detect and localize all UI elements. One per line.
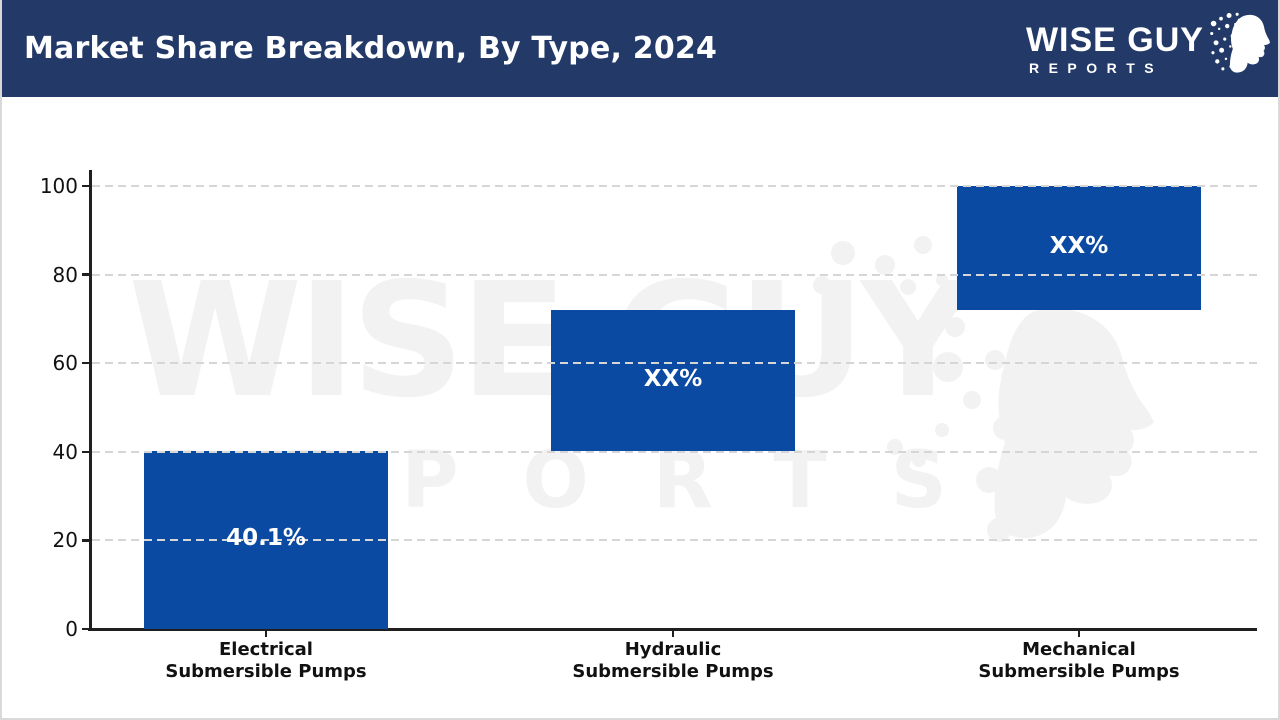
wise-guy-reports-logo: WISE GUY REPORTS [1026,10,1278,88]
x-axis-category-line: Submersible Pumps [978,661,1180,682]
x-axis-category-line: Mechanical [1022,639,1136,660]
y-axis-line [89,170,92,631]
y-axis-tick-label: 40 [52,439,78,464]
y-axis-tick [82,450,90,453]
gridline-y-60 [92,362,1257,365]
x-axis-line [88,628,1257,631]
x-axis-tick [671,629,675,637]
y-axis-tick-label: 60 [52,351,78,376]
logo-face-icon [1210,12,1270,73]
header-band: Market Share Breakdown, By Type, 2024 WI… [2,0,1278,97]
gridline-y-80 [92,273,1257,276]
bar-mechanical-submersible-pumps [957,186,1201,311]
gridline-y-20 [92,539,1257,542]
y-axis-tick-label: 20 [52,528,78,553]
x-axis-category-label: Electrical Submersible Pumps [106,639,426,683]
y-axis-tick-label: 80 [52,262,78,287]
bar-hydraulic-submersible-pumps [551,310,795,452]
x-axis-tick [264,629,268,637]
bar-value-label: 40.1% [226,525,306,552]
x-axis-category-label: Mechanical Submersible Pumps [919,639,1239,683]
x-axis-category-line: Submersible Pumps [165,661,367,682]
y-axis-tick [82,627,90,631]
x-axis-category-line: Electrical [219,639,313,660]
y-axis-tick [82,273,90,276]
bar-value-label: XX% [1049,233,1109,260]
x-axis-tick [1077,629,1081,637]
y-axis-tick-label: 0 [65,617,78,641]
x-axis-category-label: Hydraulic Submersible Pumps [513,639,833,683]
y-axis-tick [82,184,90,188]
x-axis-category-line: Hydraulic [624,639,722,660]
y-axis-tick [82,539,90,542]
x-axis-category-line: Submersible Pumps [572,661,774,682]
logo-subtitle: REPORTS [1028,59,1164,76]
bar-value-label: XX% [643,365,703,392]
logo-text: WISE GUY REPORTS [1026,22,1204,76]
y-axis-tick [82,362,90,365]
gridline-y-100 [92,185,1257,187]
logo-wordmark: WISE GUY [1025,20,1204,59]
page-title: Market Share Breakdown, By Type, 2024 [24,31,718,66]
gridline-y-40 [92,450,1257,453]
y-axis-tick-label: 100 [39,174,78,198]
